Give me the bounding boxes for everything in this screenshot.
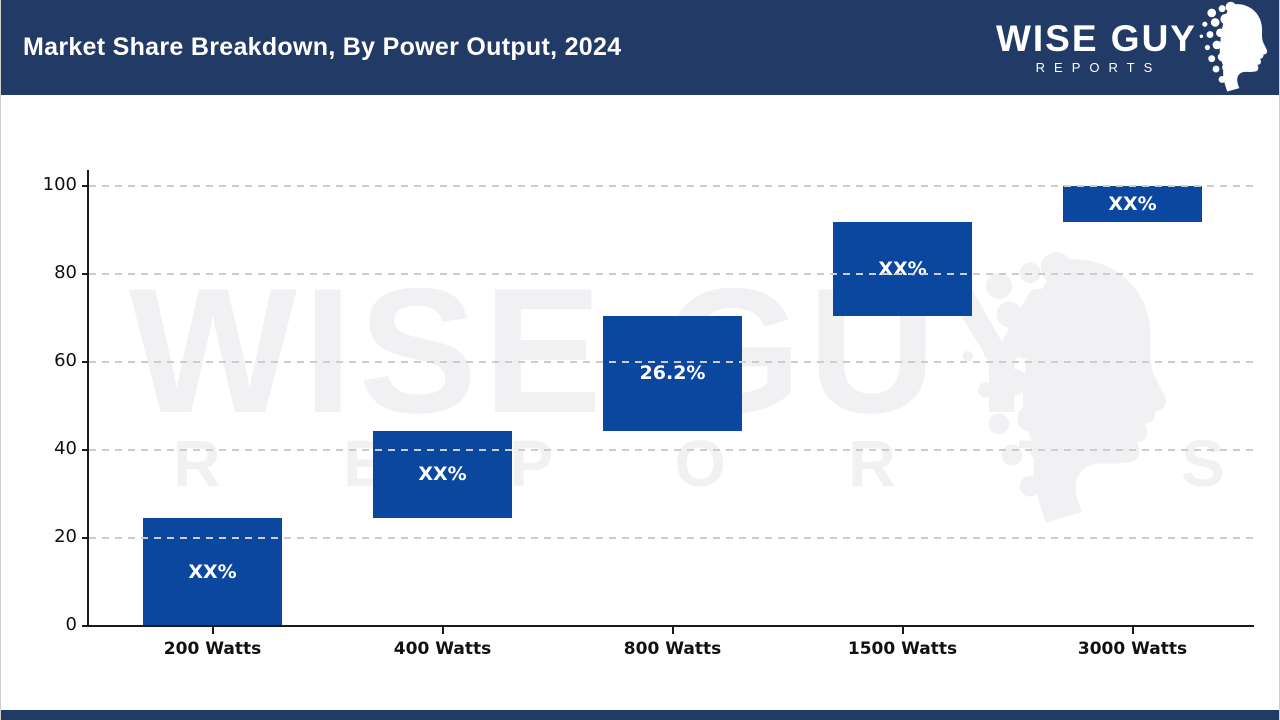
y-tick-label: 100 bbox=[42, 174, 77, 195]
y-tick-mark bbox=[82, 449, 89, 451]
bar-value-label: XX% bbox=[878, 257, 927, 280]
bar-value-label: 26.2% bbox=[639, 362, 706, 385]
x-tick-label: 3000 Watts bbox=[1077, 639, 1188, 659]
gridline bbox=[89, 361, 1254, 363]
waterfall-bar: XX% bbox=[143, 517, 282, 626]
y-tick-mark bbox=[82, 625, 89, 627]
header-bar: Market Share Breakdown, By Power Output,… bbox=[1, 0, 1279, 95]
bar-value-label: XX% bbox=[188, 560, 237, 583]
y-tick-mark bbox=[82, 273, 89, 275]
x-tick-mark bbox=[211, 627, 214, 634]
waterfall-bar: XX% bbox=[373, 431, 512, 518]
y-tick-label: 20 bbox=[54, 526, 77, 547]
y-tick-mark bbox=[82, 537, 89, 539]
gridline bbox=[89, 185, 1254, 187]
x-axis-line bbox=[87, 625, 1254, 627]
x-tick-mark bbox=[441, 627, 444, 634]
logo-head-icon bbox=[1199, 1, 1268, 92]
bar-value-label: XX% bbox=[418, 463, 467, 486]
gridline bbox=[89, 449, 1254, 451]
logo-wordmark: WISE GUY bbox=[995, 18, 1197, 59]
y-axis-line bbox=[87, 170, 89, 627]
y-tick-label: 40 bbox=[54, 438, 77, 459]
logo-subtitle: REPORTS bbox=[1035, 60, 1162, 75]
footer-bar bbox=[1, 710, 1279, 720]
y-tick-label: 0 bbox=[65, 614, 77, 635]
x-tick-label: 1500 Watts bbox=[847, 639, 958, 659]
y-tick-mark bbox=[82, 361, 89, 363]
waterfall-bar: XX% bbox=[833, 222, 972, 316]
gridline bbox=[89, 273, 1254, 275]
x-tick-mark bbox=[671, 627, 674, 634]
y-tick-label: 60 bbox=[54, 350, 77, 371]
x-tick-label: 800 Watts bbox=[623, 639, 722, 659]
y-tick-label: 80 bbox=[54, 262, 77, 283]
page-title: Market Share Breakdown, By Power Output,… bbox=[23, 33, 622, 61]
bar-value-label: XX% bbox=[1108, 193, 1157, 216]
x-tick-label: 200 Watts bbox=[163, 639, 262, 659]
waterfall-bar: XX% bbox=[1063, 186, 1202, 223]
x-tick-mark bbox=[901, 627, 904, 634]
x-tick-label: 400 Watts bbox=[393, 639, 492, 659]
brand-logo: WISE GUY REPORTS bbox=[995, 0, 1279, 95]
x-tick-mark bbox=[1131, 627, 1134, 634]
y-tick-mark bbox=[82, 185, 89, 187]
watermark-head-icon bbox=[962, 252, 1167, 523]
gridline bbox=[89, 537, 1254, 539]
waterfall-bar: 26.2% bbox=[603, 315, 742, 432]
